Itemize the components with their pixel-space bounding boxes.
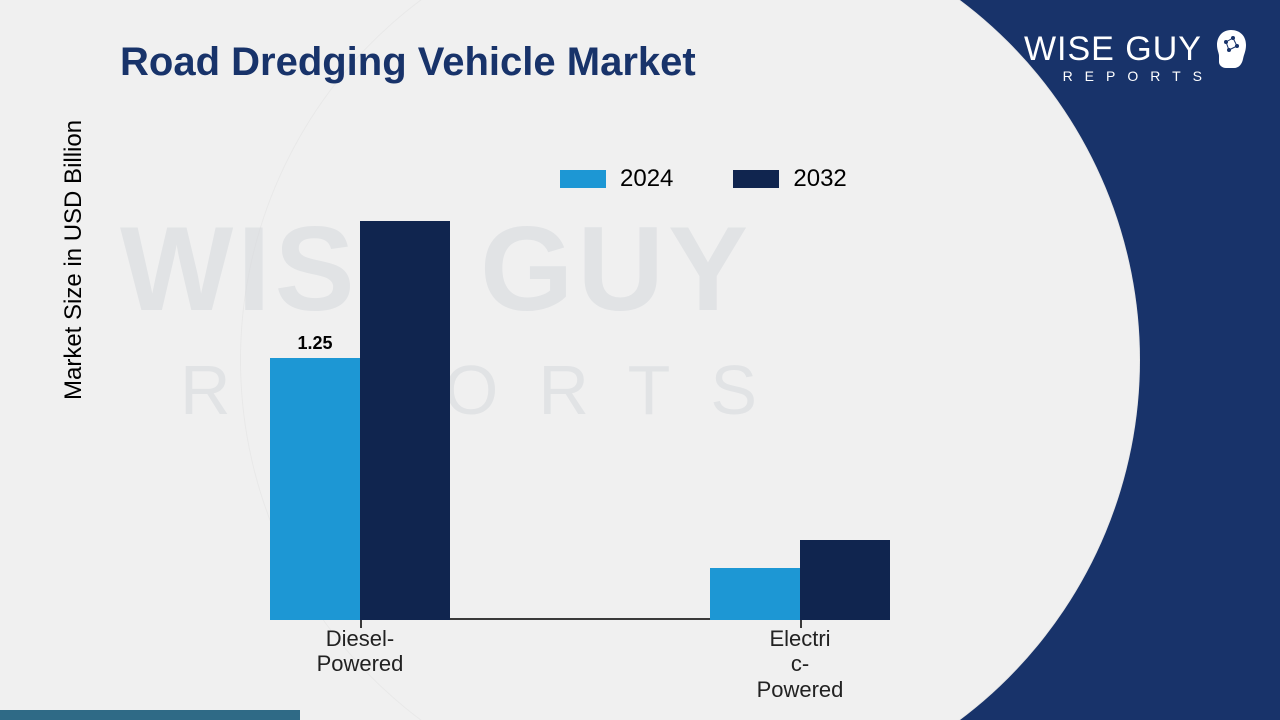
stage: WISE GUY REPORTS Road Dredging Vehicle M… [0,0,1280,720]
legend-label-2032: 2032 [793,165,846,193]
brand-head-icon [1210,28,1252,70]
legend-item-2032: 2032 [733,165,846,193]
bar [710,568,800,621]
plot-area: Diesel-PoweredElectric-Powered1.25 [110,200,940,620]
bottom-accent-bar [0,710,300,720]
legend-swatch-2024 [560,170,606,188]
legend: 2024 2032 [560,165,847,193]
bar [270,358,360,621]
bar [800,540,890,620]
brand-line1: WISE GUY [1024,30,1202,69]
bar-group [270,221,450,620]
bar-value-label: 1.25 [297,333,332,354]
right-brand-panel [960,0,1280,720]
bar [360,221,450,620]
bar-group [710,540,890,620]
y-axis-label: Market Size in USD Billion [60,120,88,400]
legend-label-2024: 2024 [620,165,673,193]
chart-title: Road Dredging Vehicle Market [120,40,696,85]
legend-swatch-2032 [733,170,779,188]
brand-line2: REPORTS [1024,68,1252,84]
legend-item-2024: 2024 [560,165,673,193]
x-axis-label: Electric-Powered [710,626,890,702]
brand-logo: WISE GUY REPORTS [1024,28,1252,84]
x-axis-label: Diesel-Powered [270,626,450,677]
